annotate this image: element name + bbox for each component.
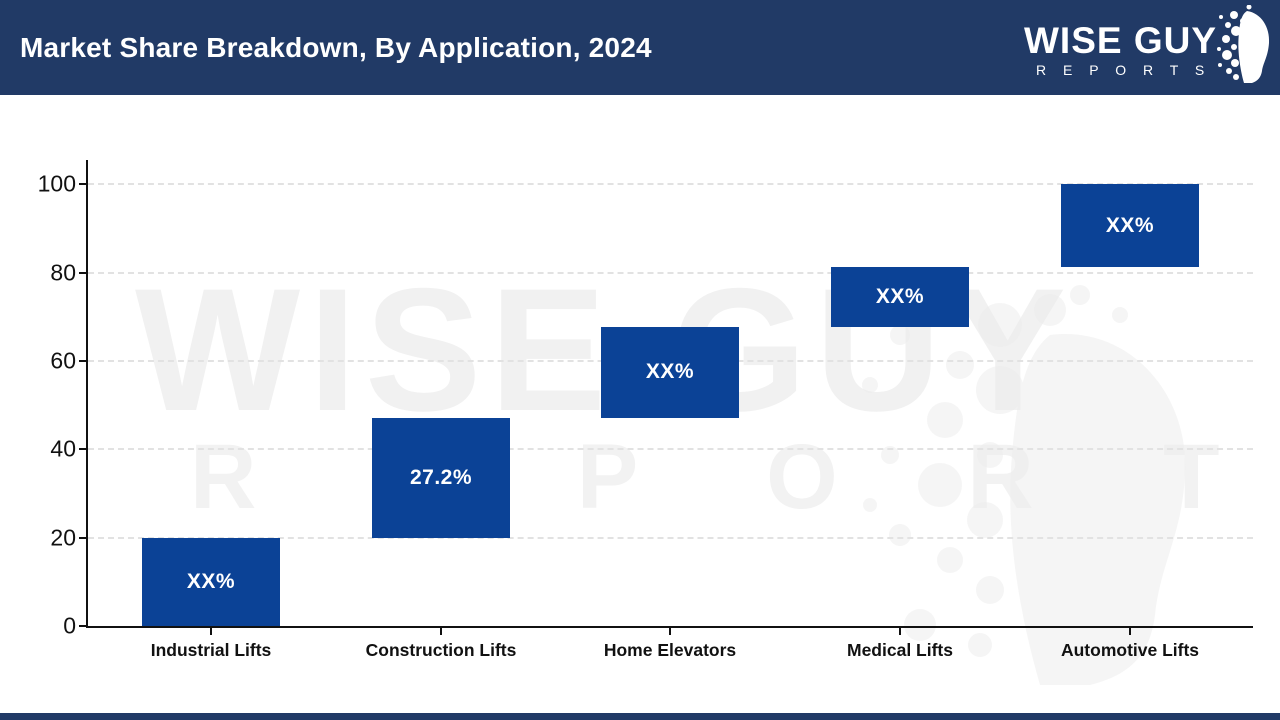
page-title: Market Share Breakdown, By Application, … <box>20 31 652 63</box>
bar-value-label: XX% <box>186 569 236 593</box>
bar-value-label: XX% <box>1105 213 1155 237</box>
x-axis-label: Industrial Lifts <box>150 640 272 660</box>
bar-value-label: XX% <box>645 360 695 384</box>
y-tick-label: 0 <box>63 612 76 639</box>
waterfall-bar: XX% <box>142 537 280 626</box>
y-tick-label: 60 <box>50 347 76 374</box>
x-axis-label: Construction Lifts <box>365 640 517 660</box>
y-tick <box>79 536 88 539</box>
header: Market Share Breakdown, By Application, … <box>0 0 1280 95</box>
y-gridline <box>88 183 1253 186</box>
y-tick <box>79 271 88 274</box>
waterfall-bar: XX% <box>601 326 739 418</box>
y-gridline <box>88 536 1253 539</box>
x-tick <box>669 626 671 635</box>
footer-bar <box>0 713 1280 720</box>
y-gridline <box>88 448 1253 451</box>
y-axis-line <box>86 160 88 628</box>
y-tick-label: 80 <box>50 259 76 286</box>
y-tick <box>79 448 88 451</box>
logo-head-icon <box>1217 5 1270 83</box>
x-axis-label: Automotive Lifts <box>1060 640 1200 660</box>
x-tick <box>899 626 901 635</box>
y-tick-label: 40 <box>50 435 76 462</box>
logo-text-line1: WISE GUY <box>1024 20 1217 61</box>
y-tick <box>79 359 88 362</box>
bar-value-label: XX% <box>875 285 925 309</box>
bar-value-label: 27.2% <box>409 465 473 489</box>
y-tick <box>79 625 88 627</box>
logo-text-line2: R E P O R T S <box>1036 62 1211 78</box>
y-tick-label: 20 <box>50 524 76 551</box>
y-tick <box>79 183 88 186</box>
x-tick <box>210 626 212 635</box>
y-gridline <box>88 271 1253 274</box>
waterfall-bar: XX% <box>831 267 969 327</box>
x-axis-line <box>86 626 1253 628</box>
x-axis-label: Medical Lifts <box>847 640 953 660</box>
x-tick <box>440 626 442 635</box>
waterfall-bar: 27.2% <box>372 417 510 538</box>
waterfall-bar: XX% <box>1061 184 1199 268</box>
y-tick-label: 100 <box>37 170 76 197</box>
wise-guy-reports-logo: WISE GUY R E P O R T S <box>1024 5 1270 83</box>
x-axis-label: Home Elevators <box>603 640 737 660</box>
